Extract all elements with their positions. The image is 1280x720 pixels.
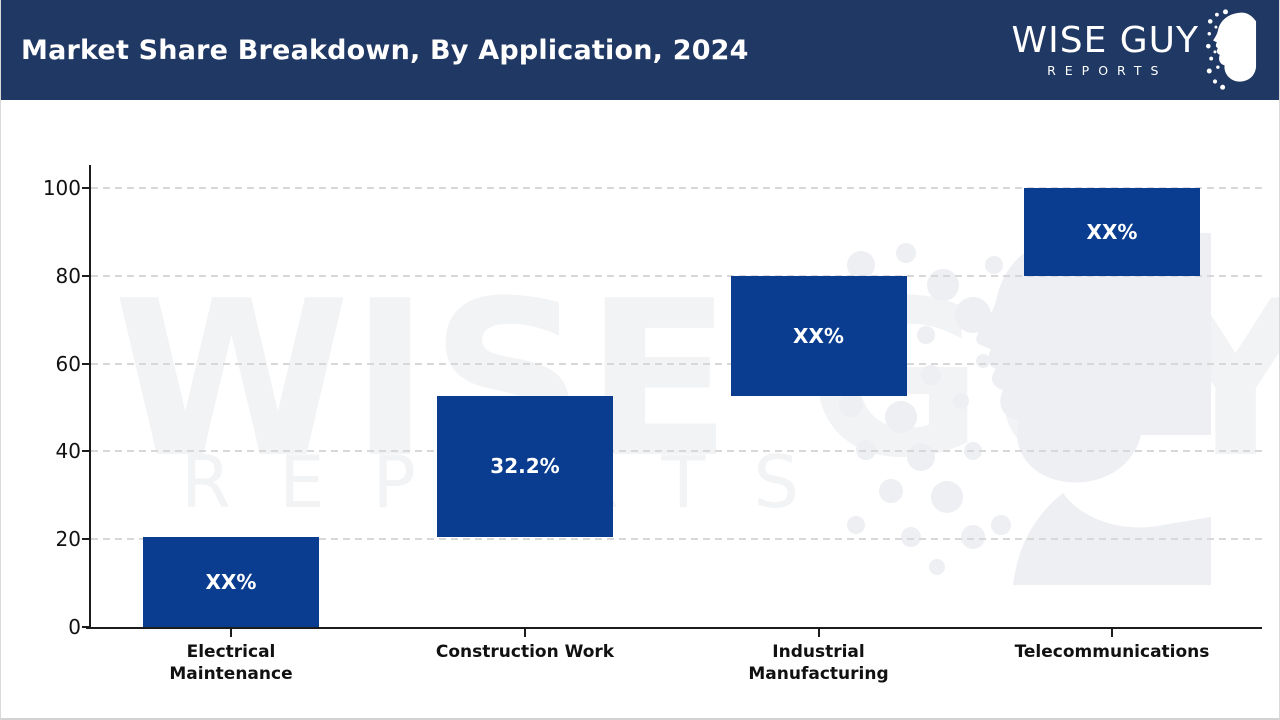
logo-name: WISE GUY: [1011, 19, 1199, 61]
wiseguy-face-icon: [1206, 9, 1257, 90]
gridline: [91, 274, 1262, 277]
bar-value-label: XX%: [1086, 219, 1138, 244]
x-tick-mark: [230, 629, 232, 637]
x-category-label: Construction Work: [435, 642, 615, 662]
x-category-label: Electrical Maintenance: [169, 642, 293, 685]
y-tick-mark: [82, 274, 90, 277]
y-tick-label: 0: [68, 615, 81, 639]
y-axis: [89, 165, 91, 629]
y-tick-label: 40: [55, 439, 81, 464]
y-tick-label: 20: [55, 527, 81, 552]
gridline: [91, 362, 1262, 365]
bar-1: XX%: [143, 537, 319, 627]
bar-4: XX%: [1024, 188, 1200, 276]
y-tick-mark: [82, 450, 90, 453]
x-category-label: Industrial Manufacturing: [748, 642, 889, 685]
x-tick-mark: [1111, 629, 1113, 637]
bar-value-label: XX%: [205, 569, 257, 594]
x-tick-mark: [817, 629, 820, 637]
y-tick-label: 80: [55, 263, 81, 288]
logo-text: WISE GUY REPORTS: [1011, 19, 1200, 78]
chart-title: Market Share Breakdown, By Application, …: [21, 34, 749, 66]
x-category-label: Telecommunications: [1014, 642, 1210, 662]
y-tick-label: 60: [55, 351, 81, 376]
y-tick-mark: [82, 362, 90, 365]
y-tick-mark: [82, 538, 90, 541]
x-axis: [86, 627, 1262, 629]
gridline: [91, 187, 1262, 189]
gridline: [91, 538, 1262, 541]
wiseguy-logo: WISE GUY REPORTS: [1012, 0, 1268, 100]
header-bar: Market Share Breakdown, By Application, …: [1, 0, 1279, 100]
bar-2: 32.2%: [437, 395, 613, 537]
chart-area: WISE GUY REPORTS 020406080100XX%Electric…: [1, 100, 1279, 718]
bar-value-label: XX%: [793, 323, 844, 348]
y-tick-label: 100: [42, 176, 81, 200]
bar-value-label: 32.2%: [490, 454, 560, 479]
y-tick-mark: [82, 187, 90, 189]
logo-subtitle: REPORTS: [1047, 62, 1168, 78]
bar-3: XX%: [730, 275, 907, 396]
gridline: [91, 450, 1262, 453]
x-tick-mark: [524, 629, 526, 637]
